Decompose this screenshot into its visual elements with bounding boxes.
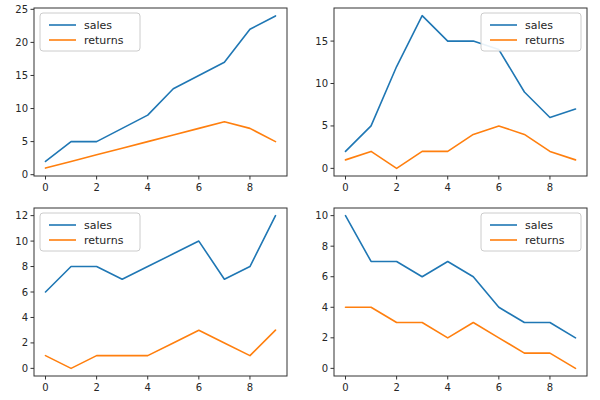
y-tick-label: 6 xyxy=(322,271,328,282)
x-tick-label: 2 xyxy=(93,182,99,193)
y-tick-label: 0 xyxy=(22,169,28,180)
x-tick-label: 4 xyxy=(145,382,151,393)
y-tick-label: 2 xyxy=(322,332,328,343)
legend: sales returns xyxy=(481,213,581,251)
y-tick-label: 25 xyxy=(15,4,28,15)
legend-label-returns: returns xyxy=(525,234,565,247)
chart-top-left: 0 2 4 6 8 0 5 10 15 20 25 sales returns xyxy=(0,0,300,200)
chart-top-right: 0 2 4 6 8 0 5 10 15 sales returns xyxy=(300,0,600,200)
x-tick-label: 6 xyxy=(496,182,502,193)
y-tick-label: 5 xyxy=(322,120,328,131)
x-tick-label: 4 xyxy=(145,182,151,193)
x-tick-label: 0 xyxy=(342,382,348,393)
x-tick-label: 8 xyxy=(547,382,553,393)
x-tick-label: 8 xyxy=(247,182,253,193)
x-tick-label: 8 xyxy=(547,182,553,193)
y-tick-label: 0 xyxy=(322,363,328,374)
y-tick-label: 6 xyxy=(22,287,28,298)
y-tick-label: 4 xyxy=(22,312,28,323)
x-tick-label: 2 xyxy=(393,182,399,193)
figure-canvas: 024680510152025salesreturns 02468051015s… xyxy=(0,0,600,400)
y-tick-label: 5 xyxy=(22,136,28,147)
y-tick-label: 4 xyxy=(322,302,328,313)
y-tick-label: 20 xyxy=(15,37,28,48)
chart-bottom-left: 0 2 4 6 8 0 2 4 6 8 10 12 sales returns xyxy=(0,200,300,400)
legend-label-returns: returns xyxy=(525,34,565,47)
y-tick-label: 10 xyxy=(15,103,28,114)
y-tick-label: 15 xyxy=(15,70,28,81)
legend-label-returns: returns xyxy=(84,234,124,247)
legend-label-sales: sales xyxy=(525,19,553,32)
y-tick-label: 10 xyxy=(315,78,328,89)
y-tick-label: 12 xyxy=(15,210,28,221)
x-tick-label: 6 xyxy=(196,382,202,393)
chart-bottom-right: 0 2 4 6 8 0 2 4 6 8 10 sales returns xyxy=(300,200,600,400)
y-tick-label: 10 xyxy=(315,210,328,221)
legend-label-sales: sales xyxy=(525,219,553,232)
x-tick-label: 2 xyxy=(393,382,399,393)
x-tick-label: 6 xyxy=(196,182,202,193)
legend-label-sales: sales xyxy=(84,219,112,232)
y-tick-label: 15 xyxy=(315,36,328,47)
legend: sales returns xyxy=(481,13,581,51)
x-tick-label: 4 xyxy=(445,382,451,393)
legend: sales returns xyxy=(40,13,140,51)
y-tick-label: 8 xyxy=(22,261,28,272)
x-tick-label: 0 xyxy=(42,182,48,193)
legend-label-returns: returns xyxy=(84,34,124,47)
x-tick-label: 8 xyxy=(247,382,253,393)
y-tick-label: 8 xyxy=(322,241,328,252)
x-tick-label: 2 xyxy=(93,382,99,393)
x-tick-label: 0 xyxy=(342,182,348,193)
y-tick-label: 10 xyxy=(15,236,28,247)
y-tick-label: 0 xyxy=(322,163,328,174)
y-tick-label: 0 xyxy=(22,363,28,374)
x-tick-label: 4 xyxy=(445,182,451,193)
legend: sales returns xyxy=(40,213,140,251)
x-tick-label: 6 xyxy=(496,382,502,393)
y-tick-label: 2 xyxy=(22,337,28,348)
x-tick-label: 0 xyxy=(42,382,48,393)
legend-label-sales: sales xyxy=(84,19,112,32)
